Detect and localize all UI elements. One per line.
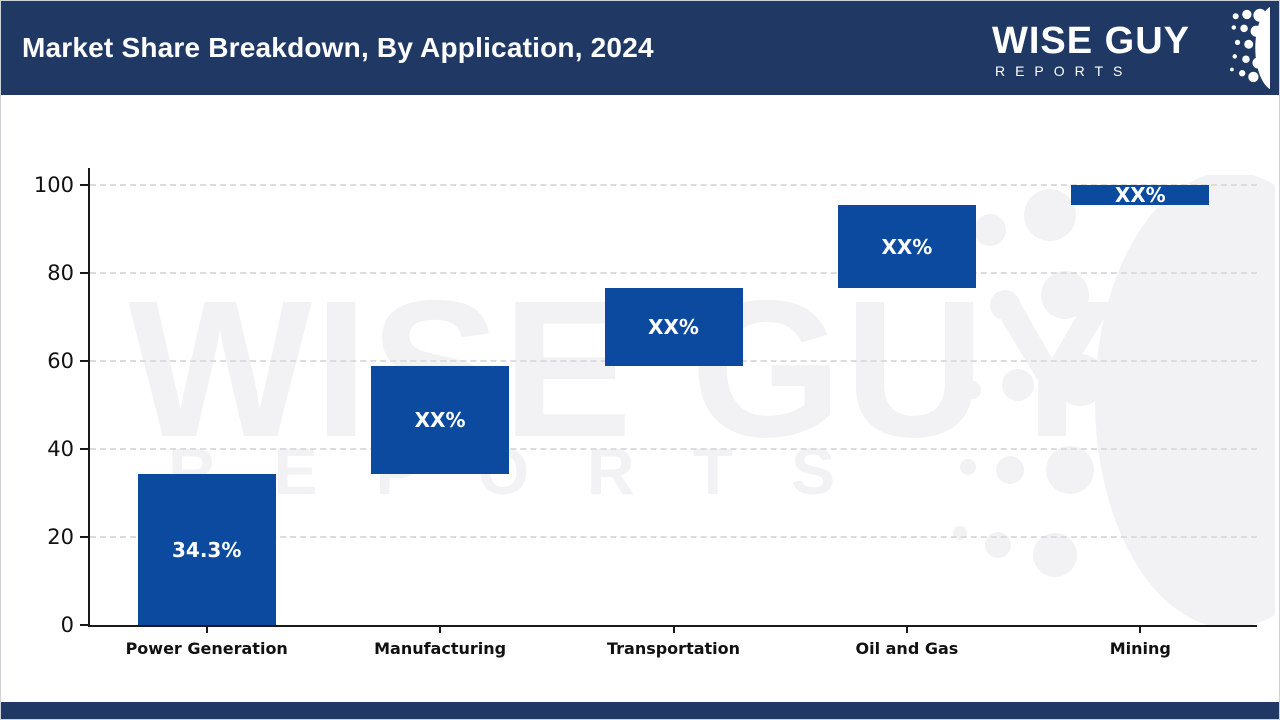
y-axis-label-40: 40 <box>47 437 74 462</box>
x-axis-tick-2 <box>672 625 675 633</box>
brand-logo: WISE GUY REPORTS <box>992 5 1280 95</box>
logo-face-icon <box>1192 5 1280 95</box>
x-axis-label-2: Transportation <box>606 639 741 658</box>
x-axis-tick-4 <box>1139 625 1142 633</box>
bar-manufacturing: XX% <box>371 365 510 475</box>
gridline-y-40 <box>90 448 1257 451</box>
bar-value-label: XX% <box>881 234 933 259</box>
y-axis-tick-40 <box>80 448 88 451</box>
header-band: Market Share Breakdown, By Application, … <box>0 0 1280 95</box>
y-axis-tick-100 <box>80 184 88 187</box>
x-axis-label-0: Power Generation <box>125 639 288 658</box>
y-axis-label-20: 20 <box>47 525 74 550</box>
y-axis-tick-80 <box>80 272 88 275</box>
bar-transportation: XX% <box>604 288 743 366</box>
x-axis-label-1: Manufacturing <box>374 639 507 658</box>
brand-logo-text: WISE GUY REPORTS <box>992 22 1190 79</box>
bar-value-label: 34.3% <box>171 537 242 562</box>
gridline-y-100 <box>90 184 1257 187</box>
bar-value-label: XX% <box>1114 183 1166 208</box>
x-axis-tick-0 <box>205 625 208 633</box>
x-axis-label-3: Oil and Gas <box>855 639 959 658</box>
y-axis-label-80: 80 <box>47 261 74 286</box>
bar-mining: XX% <box>1071 183 1210 208</box>
x-axis-label-4: Mining <box>1109 639 1171 658</box>
bar-power-generation: 34.3% <box>137 474 276 625</box>
page-title: Market Share Breakdown, By Application, … <box>22 31 654 63</box>
y-axis-label-0: 0 <box>60 613 74 637</box>
y-axis-label-60: 60 <box>47 349 74 374</box>
bar-value-label: XX% <box>414 407 466 432</box>
x-axis-tick-3 <box>905 625 908 633</box>
gridline-y-20 <box>90 536 1257 539</box>
plot-area: 0 20 40 60 80 100 34.3% Power Generation XX% Manu… <box>34 168 1257 658</box>
gridline-y-80 <box>90 272 1257 275</box>
brand-name: WISE GUY <box>991 20 1190 62</box>
brand-subname: REPORTS <box>994 63 1133 79</box>
y-axis-label-100: 100 <box>33 173 74 198</box>
bar-oil-and-gas: XX% <box>837 204 976 289</box>
y-axis-tick-60 <box>80 360 88 363</box>
y-axis-tick-0 <box>80 624 88 626</box>
y-axis-tick-20 <box>80 536 88 539</box>
watermark-face-icon <box>930 172 1280 630</box>
x-axis-tick-1 <box>439 625 442 633</box>
bar-value-label: XX% <box>648 314 699 339</box>
footer-band <box>0 702 1280 720</box>
